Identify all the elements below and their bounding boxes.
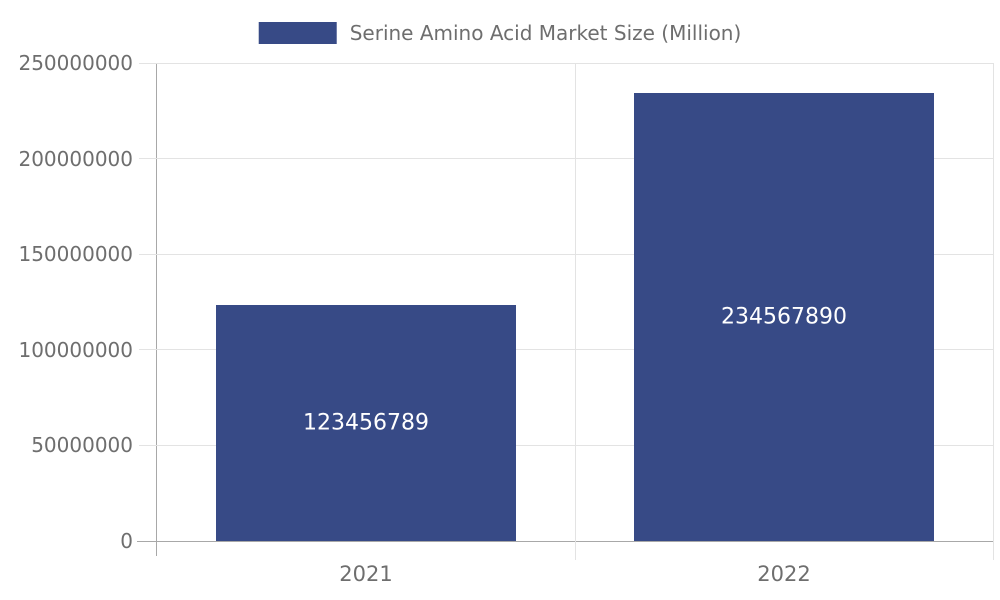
- legend-label: Serine Amino Acid Market Size (Million): [349, 21, 742, 45]
- v-gridline: [992, 63, 994, 560]
- bar-value-label: 123456789: [303, 410, 429, 436]
- y-axis-line: [156, 63, 157, 556]
- x-axis-line: [137, 541, 993, 542]
- h-gridline: [139, 62, 993, 64]
- h-gridline: [139, 444, 993, 446]
- plot-area: 123456789 234567890: [137, 62, 994, 560]
- x-tick-label: 2022: [757, 562, 811, 586]
- y-tick-label: 100000000: [18, 337, 133, 362]
- y-tick-label: 50000000: [31, 433, 133, 458]
- legend-swatch: [258, 22, 337, 44]
- bar-2021[interactable]: [215, 304, 517, 541]
- y-tick-label: 250000000: [18, 51, 133, 75]
- bar-2022[interactable]: [633, 92, 935, 541]
- v-gridline: [574, 63, 576, 560]
- y-tick-label: 0: [120, 529, 133, 553]
- y-tick-label: 200000000: [18, 146, 133, 171]
- y-tick-label: 150000000: [18, 242, 133, 267]
- h-gridline: [139, 253, 993, 255]
- legend-item[interactable]: Serine Amino Acid Market Size (Million): [258, 20, 742, 46]
- h-gridline: [139, 349, 993, 351]
- x-tick-label: 2021: [339, 562, 393, 586]
- bar-value-label: 234567890: [721, 304, 847, 330]
- h-gridline: [139, 158, 993, 160]
